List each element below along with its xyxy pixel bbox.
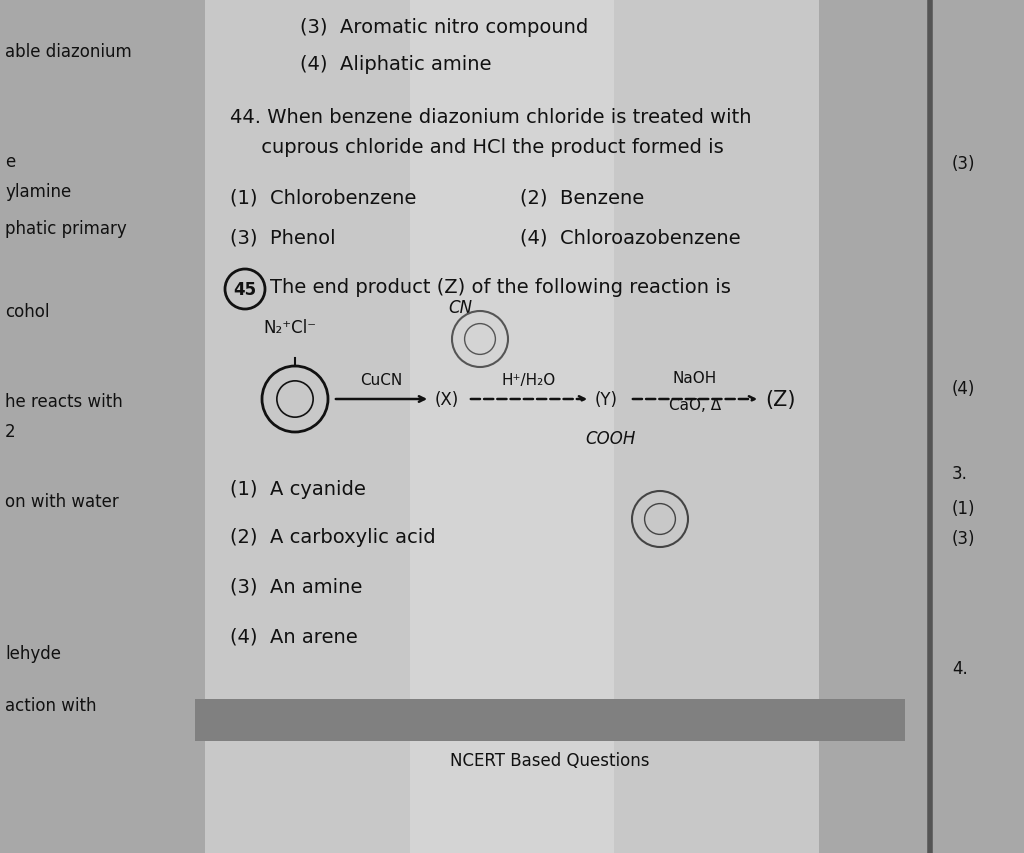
Text: CuCN: CuCN — [359, 373, 402, 387]
Bar — [0, 0, 205, 853]
Text: (3): (3) — [952, 530, 976, 548]
Text: cuprous chloride and HCl the product formed is: cuprous chloride and HCl the product for… — [230, 138, 724, 157]
Text: (3)  An amine: (3) An amine — [230, 577, 362, 596]
Text: ylamine: ylamine — [5, 183, 72, 200]
Text: on with water: on with water — [5, 492, 119, 510]
Text: (2)  A carboxylic acid: (2) A carboxylic acid — [230, 527, 435, 547]
Text: CaO, Δ: CaO, Δ — [669, 397, 721, 413]
Text: (2)  Benzene: (2) Benzene — [520, 188, 644, 206]
Text: e: e — [5, 153, 15, 171]
Text: CN: CN — [449, 299, 472, 316]
Text: 45: 45 — [233, 281, 257, 299]
Text: (1)  A cyanide: (1) A cyanide — [230, 479, 366, 498]
Text: action with: action with — [5, 696, 96, 714]
Text: he reacts with: he reacts with — [5, 392, 123, 410]
Text: (1): (1) — [952, 499, 976, 518]
Bar — [614, 0, 819, 853]
Text: The end product (Z) of the following reaction is: The end product (Z) of the following rea… — [270, 278, 731, 297]
Bar — [205, 0, 410, 853]
Text: phatic primary: phatic primary — [5, 220, 127, 238]
Text: able diazonium: able diazonium — [5, 43, 132, 61]
Text: cohol: cohol — [5, 303, 49, 321]
Bar — [410, 0, 614, 853]
Text: lehyde: lehyde — [5, 644, 61, 662]
Text: (3)  Aromatic nitro compound: (3) Aromatic nitro compound — [300, 18, 588, 37]
Text: (3): (3) — [952, 154, 976, 173]
Text: (1)  Chlorobenzene: (1) Chlorobenzene — [230, 188, 417, 206]
Bar — [819, 0, 1024, 853]
Text: SECTION - B: SECTION - B — [475, 711, 625, 730]
Text: (4): (4) — [952, 380, 976, 397]
Text: NCERT Based Questions: NCERT Based Questions — [451, 751, 650, 769]
Text: N₂⁺Cl⁻: N₂⁺Cl⁻ — [263, 319, 316, 337]
Text: COOH: COOH — [585, 430, 635, 448]
Text: (4)  An arene: (4) An arene — [230, 627, 357, 647]
Text: H⁺/H₂O: H⁺/H₂O — [502, 373, 556, 387]
Text: 2: 2 — [5, 422, 15, 440]
Text: (X): (X) — [435, 391, 459, 409]
Text: (4)  Chloroazobenzene: (4) Chloroazobenzene — [520, 228, 740, 247]
Bar — [195, 699, 905, 741]
Text: NaOH: NaOH — [673, 370, 717, 386]
Text: (4)  Aliphatic amine: (4) Aliphatic amine — [300, 55, 492, 74]
Text: (Y): (Y) — [595, 391, 618, 409]
Text: (3)  Phenol: (3) Phenol — [230, 228, 336, 247]
Text: 3.: 3. — [952, 464, 968, 483]
Text: 44. When benzene diazonium chloride is treated with: 44. When benzene diazonium chloride is t… — [230, 107, 752, 127]
Text: (Z): (Z) — [765, 390, 796, 409]
Text: 4.: 4. — [952, 659, 968, 677]
